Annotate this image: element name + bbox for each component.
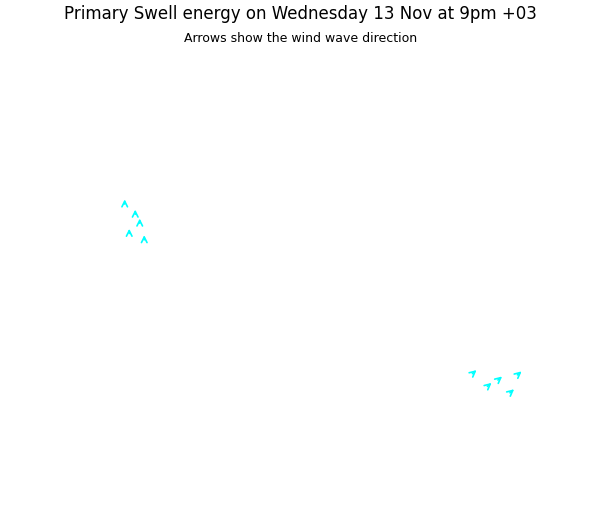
Text: Arrows show the wind wave direction: Arrows show the wind wave direction [184, 32, 417, 45]
Text: Primary Swell energy on Wednesday 13 Nov at 9pm +03: Primary Swell energy on Wednesday 13 Nov… [64, 5, 537, 23]
